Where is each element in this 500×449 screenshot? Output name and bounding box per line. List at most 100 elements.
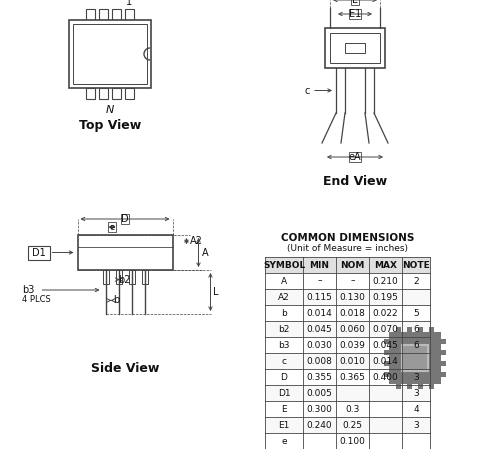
Bar [325,28,385,68]
Text: 0.210: 0.210 [372,277,398,286]
Text: c: c [282,357,286,365]
Bar [265,353,430,369]
Text: e: e [110,223,114,232]
Text: COMMON DIMENSIONS: COMMON DIMENSIONS [281,233,414,243]
Bar [265,273,430,289]
Text: b2: b2 [278,325,289,334]
Bar [407,384,412,389]
Text: 3: 3 [413,373,419,382]
Bar [345,43,365,53]
Bar [407,327,412,332]
Text: 2: 2 [413,277,419,286]
Text: A2: A2 [278,292,290,301]
Text: 4: 4 [413,405,419,414]
Bar [330,33,380,63]
Text: 0.030: 0.030 [306,340,332,349]
Bar [86,88,95,99]
Text: D1: D1 [32,247,46,257]
Bar [441,339,446,344]
Text: 5: 5 [413,308,419,317]
Bar [112,88,121,99]
Bar [441,350,446,355]
Bar [418,327,423,332]
Bar [441,361,446,366]
Text: E1: E1 [349,9,361,19]
Bar [116,270,121,284]
Text: 0.045: 0.045 [372,340,398,349]
Text: 0.400: 0.400 [372,373,398,382]
Text: 3: 3 [413,421,419,430]
Text: 3: 3 [413,388,419,397]
Bar [265,417,430,433]
Text: E: E [352,0,358,5]
Text: SYMBOL: SYMBOL [263,260,305,269]
Bar [142,270,148,284]
Bar [265,321,430,337]
Text: 6: 6 [413,340,419,349]
Text: 0.018: 0.018 [340,308,365,317]
Bar [99,88,108,99]
Bar [402,345,428,371]
Text: 6: 6 [413,325,419,334]
Text: 0.010: 0.010 [340,357,365,365]
Text: 0.3: 0.3 [346,405,360,414]
Text: 0.130: 0.130 [340,292,365,301]
Bar [265,257,430,273]
Bar [384,339,389,344]
Bar [121,214,129,224]
Text: E1: E1 [278,421,289,430]
Text: 0.115: 0.115 [306,292,332,301]
Text: 1: 1 [126,0,132,7]
Text: (Unit of Measure = inches): (Unit of Measure = inches) [287,243,408,252]
Bar [349,152,361,162]
Text: 0.240: 0.240 [306,421,332,430]
Bar [102,270,108,284]
Bar [86,9,95,20]
Text: b: b [281,308,287,317]
Text: –: – [350,277,355,286]
Bar [128,270,134,284]
Text: Top View: Top View [79,119,141,132]
Text: 0.060: 0.060 [340,325,365,334]
Text: b2: b2 [118,275,131,285]
Text: b: b [114,295,120,305]
Bar [112,9,121,20]
Bar [28,246,50,260]
Bar [73,24,147,84]
Text: E: E [281,405,287,414]
Bar [418,384,423,389]
Bar [265,337,430,353]
Bar [351,0,359,5]
Text: L: L [214,287,219,297]
Text: 0.195: 0.195 [372,292,398,301]
Text: 0.355: 0.355 [306,373,332,382]
Bar [125,88,134,99]
Bar [265,305,430,321]
Bar [384,361,389,366]
Bar [396,384,401,389]
Text: b3: b3 [278,340,290,349]
Text: 0.100: 0.100 [340,436,365,445]
Text: 0.005: 0.005 [306,388,332,397]
Text: b3: b3 [22,285,35,295]
Text: A: A [202,247,208,257]
Text: c: c [304,85,310,96]
Text: 0.008: 0.008 [306,357,332,365]
Text: eA: eA [348,152,362,162]
Text: NOTE: NOTE [402,260,430,269]
Text: D1: D1 [278,388,290,397]
Text: 0.039: 0.039 [340,340,365,349]
Text: D: D [280,373,287,382]
Text: A: A [281,277,287,286]
Text: 0.070: 0.070 [372,325,398,334]
Bar [265,369,430,385]
Text: MAX: MAX [374,260,397,269]
Bar [441,372,446,377]
Bar [265,433,430,449]
Text: NOM: NOM [340,260,364,269]
Bar [265,385,430,401]
Bar [69,20,151,88]
Text: –: – [318,277,322,286]
Text: N: N [106,105,114,115]
Bar [108,222,116,232]
